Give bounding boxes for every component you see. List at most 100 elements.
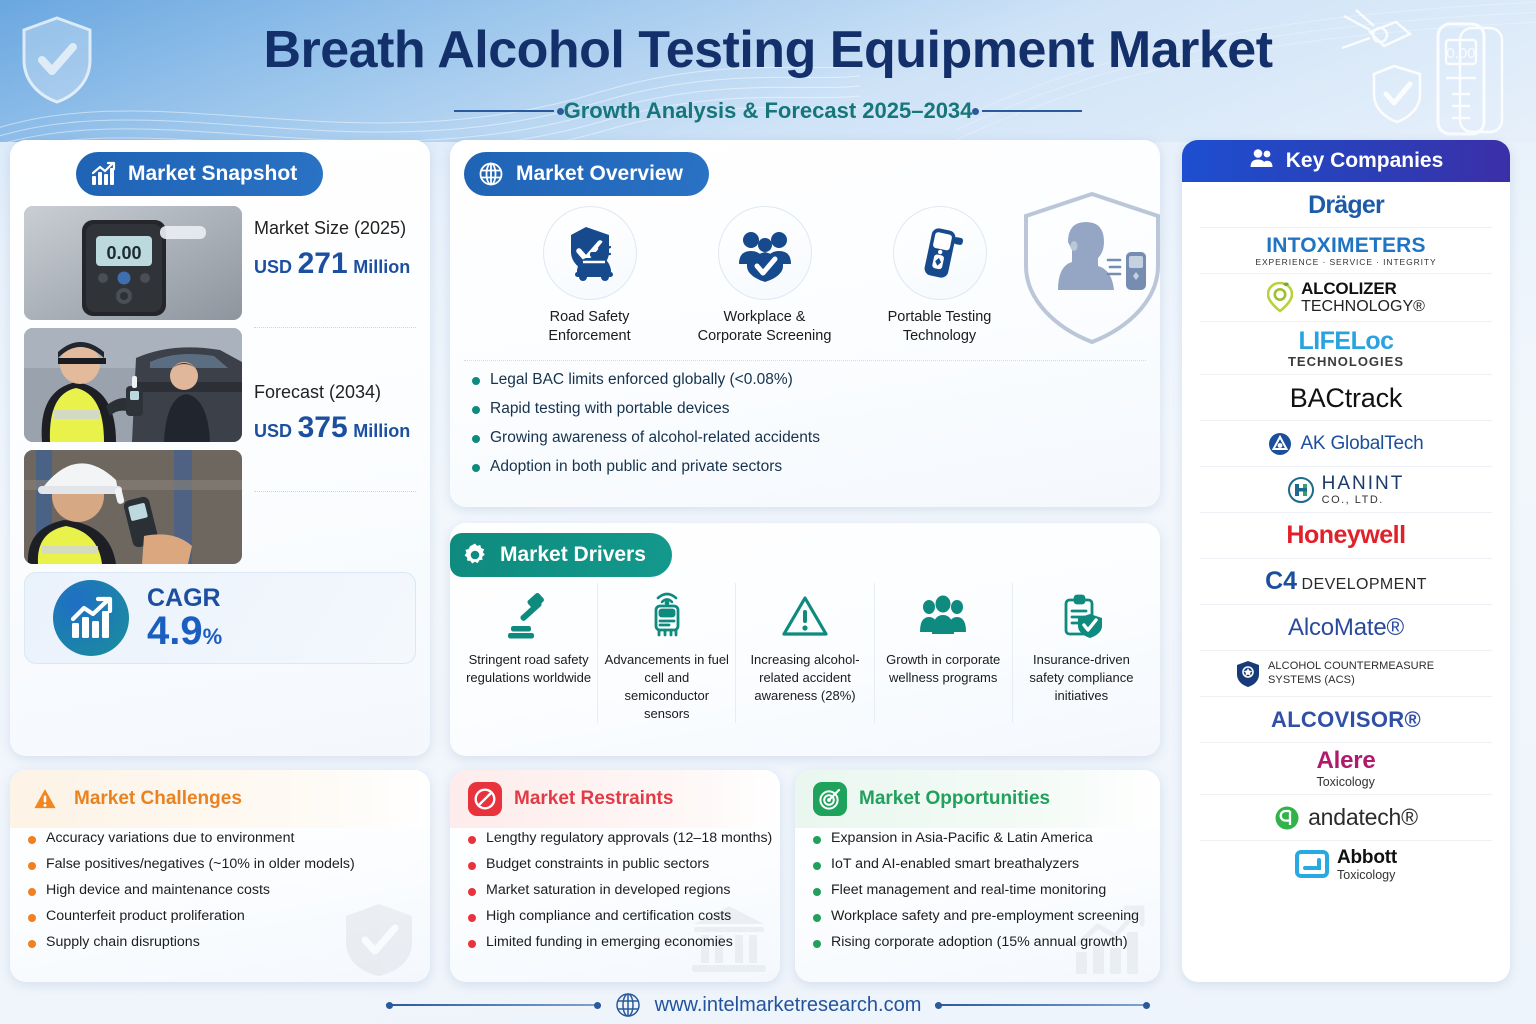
workplace-test-photo bbox=[24, 450, 242, 564]
stat-unit: Million bbox=[353, 421, 411, 441]
list-item[interactable]: LIFELoc TECHNOLOGIES bbox=[1200, 322, 1492, 376]
pillar-line2: Corporate Screening bbox=[697, 328, 832, 345]
bullet-dot bbox=[468, 862, 476, 870]
svg-text:0.00: 0.00 bbox=[106, 243, 141, 263]
alcolizer-logo bbox=[1267, 282, 1294, 314]
clipboard-shield-icon bbox=[1019, 585, 1144, 647]
ak-globaltech-logo bbox=[1269, 432, 1292, 455]
company-name: HANINT bbox=[1321, 473, 1405, 495]
stat-unit: Million bbox=[353, 257, 411, 277]
pillar-line2: Enforcement bbox=[548, 328, 631, 345]
gear-icon bbox=[460, 540, 490, 570]
company-name: Honeywell bbox=[1286, 521, 1406, 550]
c4-development-logo: C4 DEVELOPMENT bbox=[1265, 567, 1427, 596]
list-item[interactable]: ALCOHOL COUNTERMEASURE SYSTEMS (ACS) bbox=[1200, 651, 1492, 698]
overview-pillar-workplace: Workplace & Corporate Screening bbox=[677, 206, 852, 346]
list-item-text: Legal BAC limits enforced globally (<0.0… bbox=[490, 371, 793, 389]
list-item: High device and maintenance costs bbox=[28, 882, 430, 898]
list-item: Legal BAC limits enforced globally (<0.0… bbox=[472, 371, 1160, 389]
stat-currency: USD bbox=[254, 257, 293, 277]
overview-pillar-road-safety: Road Safety Enforcement bbox=[502, 206, 677, 346]
pillar-caption: Workplace & Corporate Screening bbox=[677, 308, 852, 346]
stat-market-size: Market Size (2025) USD 271 Million bbox=[254, 218, 416, 328]
key-companies-header: Key Companies bbox=[1182, 140, 1510, 182]
key-companies-panel: Key Companies Dräger INTOXIMETERS EXPERI… bbox=[1182, 140, 1510, 982]
list-item[interactable]: Honeywell bbox=[1200, 513, 1492, 560]
list-item: Rapid testing with portable devices bbox=[472, 400, 1160, 418]
bar-chart-up-icon bbox=[1075, 905, 1145, 974]
list-item-text: Adoption in both public and private sect… bbox=[490, 458, 783, 476]
overview-badge-row: Market Overview bbox=[450, 140, 1160, 200]
stat-forecast: Forecast (2034) USD 375 Million bbox=[254, 382, 416, 492]
list-item: Limited funding in emerging economies bbox=[468, 934, 780, 950]
restraints-title: Market Restraints bbox=[514, 788, 674, 809]
footer-url[interactable]: www.intelmarketresearch.com bbox=[654, 993, 922, 1016]
driver-item-wellness: Growth in corporate wellness programs bbox=[875, 583, 1013, 723]
driver-item-insurance: Insurance-driven safety compliance initi… bbox=[1013, 583, 1150, 723]
list-item-text: Fleet management and real-time monitorin… bbox=[831, 882, 1107, 898]
list-item[interactable]: C4 DEVELOPMENT bbox=[1200, 559, 1492, 606]
driver-caption: Insurance-driven safety compliance initi… bbox=[1029, 652, 1134, 703]
list-item[interactable]: Alere Toxicology bbox=[1200, 743, 1492, 796]
people-group-icon bbox=[881, 585, 1006, 647]
c4-mark: C4 bbox=[1265, 567, 1298, 596]
driver-item-sensors: Advancements in fuel cell and semiconduc… bbox=[598, 583, 737, 723]
overview-badge-label: Market Overview bbox=[516, 162, 683, 185]
list-item[interactable]: INTOXIMETERS EXPERIENCE · SERVICE · INTE… bbox=[1200, 228, 1492, 274]
header-banner: 0.00 Breath Alcohol Testing Equipment Ma… bbox=[0, 0, 1536, 142]
drivers-grid: Stringent road safety regulations worldw… bbox=[450, 579, 1160, 723]
restraints-list: Lengthy regulatory approvals (12–18 mont… bbox=[450, 828, 780, 950]
bullet-dot bbox=[468, 888, 476, 896]
company-name: AK GlobalTech bbox=[1300, 432, 1424, 454]
company-name: Alere bbox=[1316, 747, 1376, 775]
list-item[interactable]: ALCOVISOR® bbox=[1200, 697, 1492, 744]
list-item[interactable]: ALCOLIZER TECHNOLOGY® bbox=[1200, 274, 1492, 322]
bullet-dot bbox=[28, 862, 36, 870]
shield-check-icon bbox=[22, 16, 92, 104]
company-list: Dräger INTOXIMETERS EXPERIENCE · SERVICE… bbox=[1182, 182, 1510, 887]
cagr-value-row: 4.9% bbox=[147, 611, 222, 651]
challenges-title: Market Challenges bbox=[74, 788, 242, 809]
list-item: Expansion in Asia-Pacific & Latin Americ… bbox=[813, 830, 1160, 846]
hanint-logo bbox=[1287, 476, 1314, 503]
list-item[interactable]: AK GlobalTech bbox=[1200, 421, 1492, 468]
stat-label: Forecast (2034) bbox=[254, 382, 382, 402]
company-name: andatech® bbox=[1308, 804, 1418, 831]
restraints-header: Market Restraints bbox=[450, 770, 780, 828]
stat-spacer bbox=[254, 328, 416, 382]
drivers-badge-row: Market Drivers bbox=[450, 523, 1160, 579]
list-item-text: Workplace safety and pre-employment scre… bbox=[831, 908, 1140, 924]
snapshot-stats: Market Size (2025) USD 271 Million Forec… bbox=[254, 206, 416, 564]
list-item[interactable]: BACtrack bbox=[1200, 375, 1492, 422]
overview-bullet-list: Legal BAC limits enforced globally (<0.0… bbox=[450, 361, 1160, 476]
list-item: Supply chain disruptions bbox=[28, 934, 430, 950]
list-item[interactable]: andatech® bbox=[1200, 795, 1492, 842]
list-item-text: Accuracy variations due to environment bbox=[46, 830, 295, 846]
list-item: High compliance and certification costs bbox=[468, 908, 780, 924]
footer-rule-right bbox=[935, 1001, 1151, 1009]
bullet-dot bbox=[28, 940, 36, 948]
list-item: Growing awareness of alcohol-related acc… bbox=[472, 429, 1160, 447]
acs-logo bbox=[1237, 660, 1259, 687]
police-roadside-test-photo bbox=[24, 328, 242, 442]
drivers-badge-label: Market Drivers bbox=[500, 543, 646, 566]
opportunities-list: Expansion in Asia-Pacific & Latin Americ… bbox=[795, 828, 1160, 950]
market-overview-panel: Market Overview bbox=[450, 140, 1160, 507]
alere-logo: Alere Toxicology bbox=[1316, 747, 1376, 790]
breathalyzer-device-photo: 0.00 bbox=[24, 206, 242, 320]
list-item[interactable]: AlcoMate® bbox=[1200, 605, 1492, 652]
bullet-dot bbox=[468, 940, 476, 948]
list-item-text: Limited funding in emerging economies bbox=[486, 934, 733, 950]
footer: www.intelmarketresearch.com bbox=[0, 986, 1536, 1024]
overview-pillars: Road Safety Enforcement bbox=[450, 191, 1160, 346]
bullet-dot bbox=[468, 836, 476, 844]
list-item[interactable]: Abbott Toxicology bbox=[1200, 841, 1492, 887]
globe-icon bbox=[476, 159, 506, 189]
market-drivers-badge: Market Drivers bbox=[450, 533, 672, 577]
list-item[interactable]: Dräger bbox=[1200, 182, 1492, 228]
list-item-text: High device and maintenance costs bbox=[46, 882, 270, 898]
company-name: Abbott bbox=[1337, 846, 1397, 868]
list-item-text: Growing awareness of alcohol-related acc… bbox=[490, 429, 820, 447]
list-item-text: Expansion in Asia-Pacific & Latin Americ… bbox=[831, 830, 1093, 846]
list-item[interactable]: HANINT CO., LTD. bbox=[1200, 467, 1492, 514]
